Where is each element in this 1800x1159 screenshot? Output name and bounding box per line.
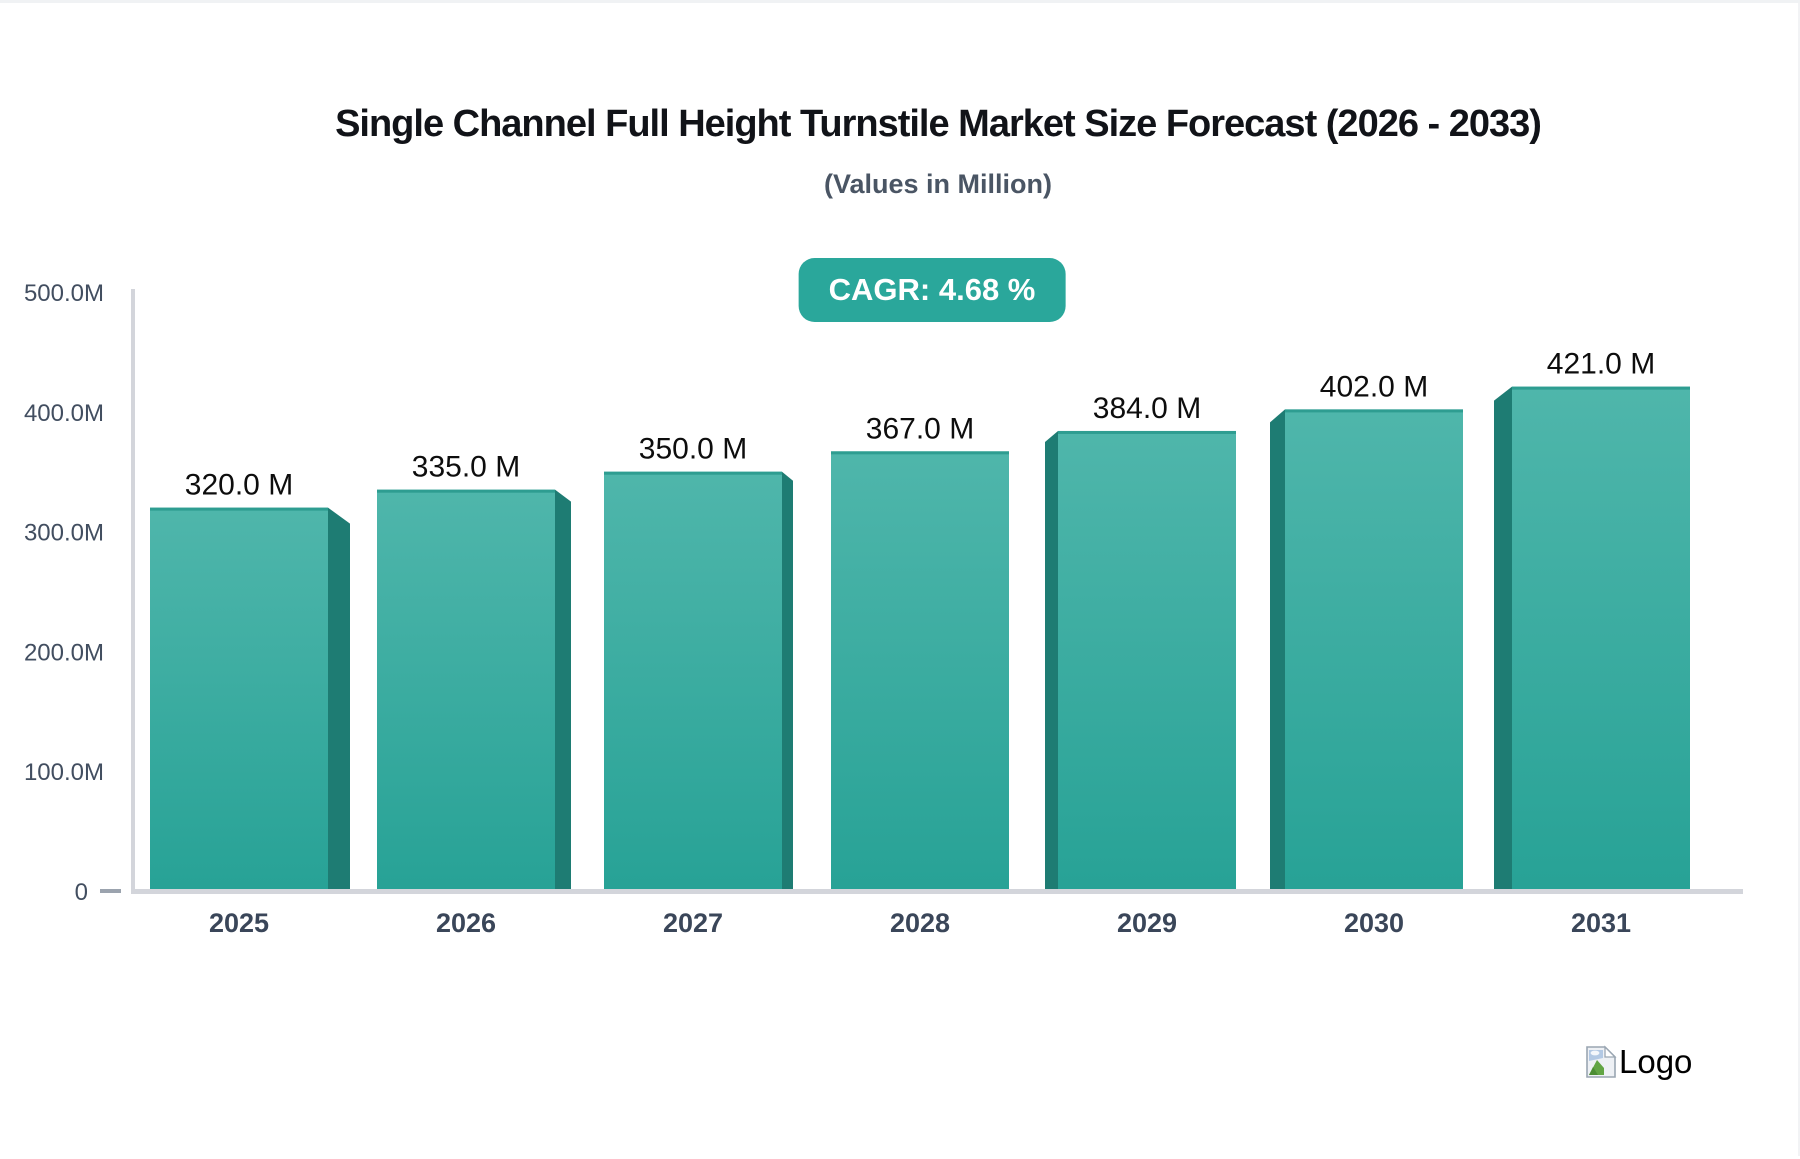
bar-value-label: 335.0 M: [412, 451, 520, 484]
y-axis-line: [131, 289, 135, 894]
x-tick-label: 2030: [1344, 908, 1404, 938]
bar-2029[interactable]: 384.0 M 2029: [1045, 392, 1236, 938]
bar-top-edge: [831, 451, 1009, 455]
bar-side-face: [328, 507, 350, 891]
bar-top-edge: [1058, 430, 1236, 434]
y-tick-label: 100.0M: [24, 759, 104, 786]
bar-top-edge: [377, 489, 555, 493]
bar-side-face: [1270, 409, 1285, 891]
bar-value-label: 367.0 M: [866, 412, 974, 445]
logo-text: Logo: [1619, 1043, 1693, 1080]
bar-top-edge: [1512, 386, 1690, 390]
bar-front-face: [1512, 386, 1690, 891]
bar-side-face: [1045, 430, 1058, 891]
x-tick-label: 2025: [209, 908, 269, 938]
y-tick-label: 0: [75, 879, 88, 906]
bar-side-face: [782, 471, 793, 891]
bar-value-label: 350.0 M: [639, 433, 747, 466]
bar-front-face: [831, 451, 1009, 891]
x-axis-line: [131, 889, 1743, 894]
bar-top-edge: [1285, 409, 1463, 413]
bar-front-face: [377, 489, 555, 891]
bar-top-edge: [604, 471, 782, 475]
bar-value-label: 402.0 M: [1320, 370, 1428, 403]
y-tick-label: 400.0M: [24, 400, 104, 427]
bar-value-label: 320.0 M: [185, 469, 293, 502]
zero-tick-dash: [100, 889, 121, 893]
y-tick-label: 300.0M: [24, 520, 104, 547]
bar-2030[interactable]: 402.0 M 2030: [1270, 370, 1463, 938]
x-tick-label: 2028: [890, 908, 950, 938]
y-tick-label: 200.0M: [24, 639, 104, 666]
chart-title: Single Channel Full Height Turnstile Mar…: [335, 103, 1542, 145]
bar-2031[interactable]: 421.0 M 2031: [1494, 348, 1690, 938]
bar-value-label: 384.0 M: [1093, 392, 1201, 425]
bar-side-face: [1494, 386, 1512, 891]
bar-chart: 320.0 M 2025 335.0 M 2026 350.0 M 2027 367.0 M…: [24, 280, 1743, 938]
bar-top-edge: [150, 507, 328, 511]
bar-front-face: [1285, 409, 1463, 891]
cagr-badge: CAGR: 4.68 %: [798, 258, 1066, 322]
logo: Logo: [1585, 1043, 1692, 1081]
bar-value-label: 421.0 M: [1547, 348, 1655, 381]
bar-front-face: [604, 471, 782, 891]
x-tick-label: 2026: [436, 908, 496, 938]
x-tick-label: 2027: [663, 908, 723, 938]
x-tick-label: 2031: [1571, 908, 1631, 938]
y-tick-label: 500.0M: [24, 280, 104, 307]
bar-2028[interactable]: 367.0 M 2028: [831, 412, 1009, 938]
bar-front-face: [1058, 430, 1236, 891]
bar-2025[interactable]: 320.0 M 2025: [150, 469, 350, 938]
chart-subtitle: (Values in Million): [823, 169, 1053, 199]
bar-side-face: [555, 489, 571, 891]
cagr-badge-label: CAGR: 4.68 %: [828, 272, 1036, 307]
x-tick-label: 2029: [1117, 908, 1177, 938]
bar-front-face: [150, 507, 328, 891]
broken-image-icon: [1586, 1045, 1617, 1078]
bar-2027[interactable]: 350.0 M 2027: [604, 433, 793, 938]
bar-2026[interactable]: 335.0 M 2026: [377, 451, 571, 938]
